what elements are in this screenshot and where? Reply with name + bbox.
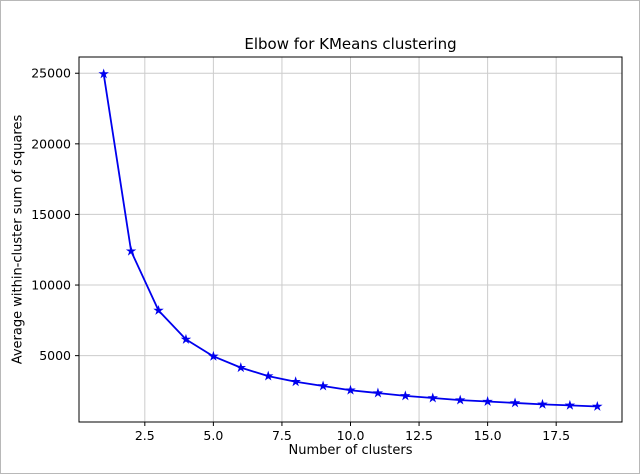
star-marker — [454, 394, 466, 405]
star-marker — [537, 398, 548, 409]
star-marker — [345, 384, 356, 395]
star-marker — [208, 350, 219, 361]
star-marker — [98, 68, 109, 79]
x-tick-label: 17.5 — [542, 428, 570, 443]
chart-title: Elbow for KMeans clustering — [244, 35, 457, 53]
star-marker — [125, 245, 137, 256]
star-marker — [290, 376, 301, 387]
y-axis-label: Average within-cluster sum of squares — [10, 114, 26, 365]
star-marker — [509, 397, 521, 408]
y-tick-label: 5000 — [39, 348, 71, 363]
tick-marks — [75, 72, 557, 426]
star-marker — [482, 396, 493, 406]
y-tick-label: 25000 — [31, 66, 71, 81]
x-tick-label: 15.0 — [474, 428, 502, 443]
x-tick-label: 10.0 — [337, 428, 365, 443]
x-tick-label: 5.0 — [203, 428, 223, 443]
star-marker — [564, 399, 576, 410]
grid-lines — [79, 57, 622, 422]
star-marker — [263, 370, 274, 381]
star-marker — [180, 333, 192, 344]
x-tick-label: 2.5 — [135, 428, 155, 443]
star-marker — [153, 304, 164, 315]
star-marker — [317, 380, 329, 391]
data-markers — [98, 68, 603, 411]
star-marker — [400, 390, 411, 401]
y-tick-label: 10000 — [31, 278, 71, 293]
star-marker — [235, 362, 247, 373]
y-tick-label: 20000 — [31, 136, 71, 151]
x-tick-label: 7.5 — [272, 428, 292, 443]
x-tick-label: 12.5 — [405, 428, 433, 443]
star-marker — [372, 387, 384, 398]
y-tick-label: 15000 — [31, 207, 71, 222]
x-axis-label: Number of clusters — [288, 443, 413, 458]
star-marker — [427, 392, 438, 403]
tick-labels: 2.5 5.0 7.5 10.0 12.5 15.0 17.5 5000 10000 15000 2… — [31, 66, 570, 443]
star-marker — [592, 400, 603, 411]
